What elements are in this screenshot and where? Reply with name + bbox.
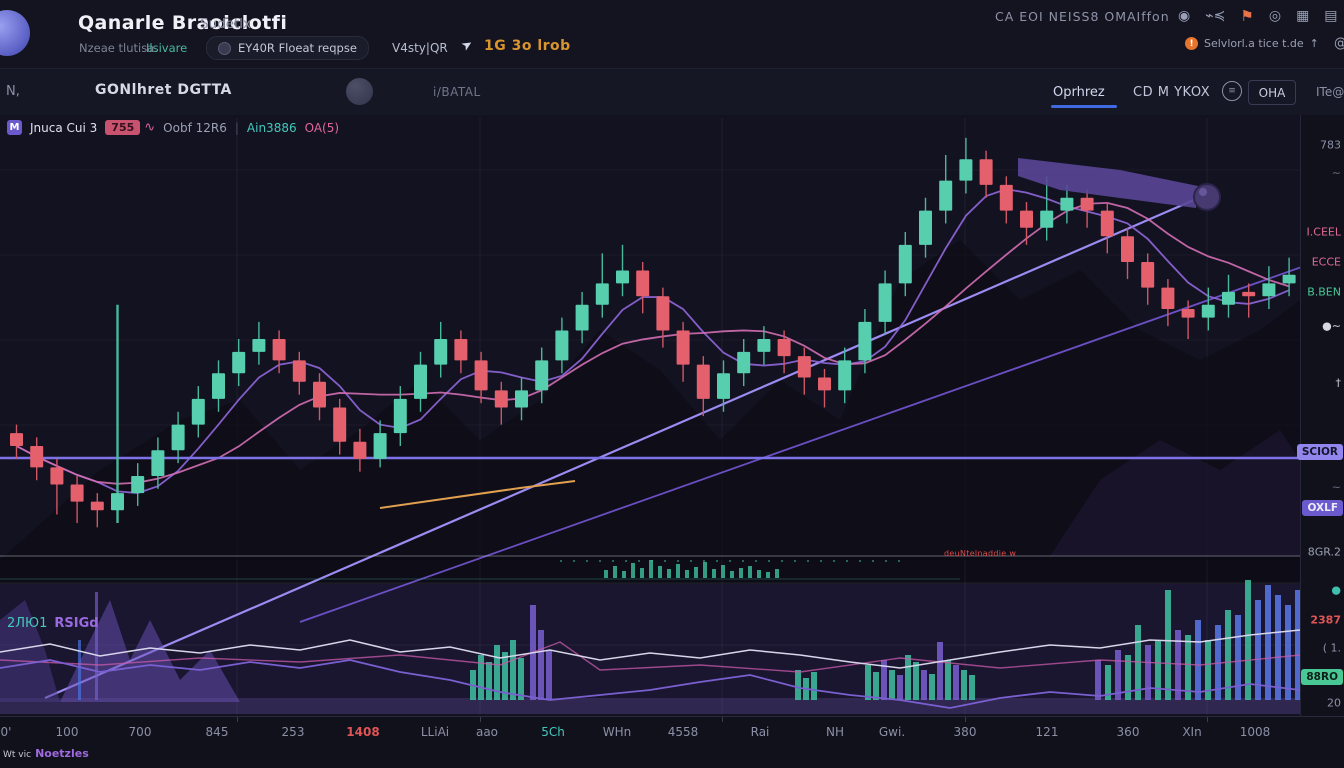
time-axis-label: NH [826, 725, 844, 739]
price-axis-label: ECCE [1311, 255, 1341, 269]
oha-button[interactable]: OHA [1248, 80, 1296, 105]
header-icon-row: ◉ ⌁≼ ⚑ ◎ ▦ ▤ ∨ [1178, 7, 1344, 25]
time-axis[interactable]: Wt vic Noetzles 0' 100 700 845 253 1408 LLiAi aa… [0, 716, 1344, 768]
time-axis-label: 0' [0, 725, 12, 739]
tab-active-underline [1051, 105, 1117, 108]
flag-icon[interactable]: ⚑ [1240, 7, 1254, 25]
app-title: Qanarle Braoiclotfi [78, 12, 288, 34]
app-title-suffix: Sudetlx [200, 16, 252, 32]
legend-indicator-teal[interactable]: Ain3886 [246, 120, 297, 135]
time-axis-label: aao [475, 725, 499, 739]
timezone-label[interactable]: Wt vic Noetzles [3, 747, 89, 760]
header-right-text: CA EOI NEISS8 OMAIffon [995, 9, 1170, 24]
oscillator-legend: 2ЛЮ1 RSIGd [7, 616, 99, 631]
chart-legend: M Jnuca Cui 3 755 ∿ Oobf 12R6 | Ain3886 … [7, 120, 339, 135]
time-axis-label: 700 [128, 725, 152, 739]
time-axis-label: XIn [1182, 725, 1202, 739]
oscillator-legend-period[interactable]: 2ЛЮ1 [7, 616, 48, 631]
legend-change-badge: 755 [105, 120, 141, 135]
price-axis-label: ● [1331, 583, 1341, 597]
time-axis-tick [722, 717, 723, 722]
time-axis-tick [237, 717, 238, 722]
time-axis-label: 253 [281, 725, 305, 739]
price-axis[interactable]: 783 ∼ I.CEEL ECCE B.BEN ●∼ † SCIOR ~ OXLF 8GR.2 ● 23… [1296, 115, 1344, 716]
time-axis-label: 4558 [667, 725, 699, 739]
price-axis-label: I.CEEL [1306, 225, 1341, 239]
chart-annotation-red: deuNtelnaddie w [944, 549, 1017, 558]
price-axis-badge: 88RO [1301, 669, 1343, 685]
price-axis-badge: OXLF [1302, 500, 1343, 516]
price-axis-label: 783 [1320, 138, 1341, 152]
app-header: Qanarle Braoiclotfi Sudetlx Nzeae tlutis… [0, 0, 1344, 68]
time-axis-label: 100 [55, 725, 79, 739]
time-axis-label: 845 [205, 725, 229, 739]
up-arrow-icon: ↑ [1309, 37, 1319, 50]
chart-toolbar: N, GONlhret DGTTA i/BATAL Oprhrez CD M Y… [0, 68, 1344, 117]
price-axis-label: ●∼ [1322, 319, 1341, 333]
time-axis-label: 380 [953, 725, 977, 739]
menu-circle-icon[interactable]: ≡ [1222, 81, 1242, 101]
avatar[interactable] [346, 78, 373, 105]
view-mode-label[interactable]: V4sty|QR [392, 41, 448, 55]
legend-ohlc-info: Oobf 12R6 [163, 120, 227, 135]
header-status-text: Selvlorl.a tice t.de [1204, 37, 1304, 50]
time-axis-label: 1008 [1239, 725, 1271, 739]
time-axis-tick [480, 717, 481, 722]
oscillator-legend-name[interactable]: RSIGd [54, 616, 99, 631]
legend-sparkline-icon: ∿ [144, 120, 156, 135]
time-axis-label: LLiAi [420, 725, 450, 739]
ticker-pill[interactable]: EY40R Floeat reqpse [206, 36, 369, 60]
pin-icon[interactable]: ◎ [1268, 8, 1282, 24]
time-axis-label: Gwi. [878, 725, 906, 739]
price-axis-label: ( 1. [1322, 641, 1341, 655]
price-axis-label: 2387 [1310, 613, 1341, 627]
price-axis-label: ~ [1331, 480, 1341, 494]
legend-separator: | [234, 120, 239, 135]
ticker-dot-icon [218, 41, 231, 55]
price-axis-spacer [1300, 0, 1344, 115]
globe-icon[interactable]: ◉ [1178, 8, 1191, 24]
legend-indicator-pink[interactable]: OA(5) [304, 120, 340, 135]
market-label[interactable]: GONlhret DGTTA [95, 82, 232, 98]
toolbar-sub-label: i/BATAL [433, 85, 481, 99]
clock-icon[interactable]: ▤ [1324, 8, 1338, 24]
symbol-logo-icon: M [7, 120, 22, 135]
time-axis-label: Rai [750, 725, 770, 739]
price-highlight-label: 1G 3o lrob [484, 38, 571, 54]
time-axis-label: 1408 [346, 725, 380, 739]
app-subtitle-accent: Ilsivare [146, 41, 188, 55]
legend-symbol[interactable]: Jnuca Cui 3 [30, 120, 98, 135]
time-axis-label: 5Ch [541, 725, 565, 739]
time-axis-label: 121 [1035, 725, 1059, 739]
price-axis-label: B.BEN [1307, 285, 1341, 299]
time-axis-label: WHn [602, 725, 632, 739]
time-axis-label: 360 [1116, 725, 1140, 739]
price-axis-label: † [1335, 376, 1342, 390]
price-axis-label: 20 [1327, 696, 1341, 710]
toolbar-edge-label[interactable]: ITe@ [1316, 85, 1344, 99]
time-axis-tick [1207, 717, 1208, 722]
alert-badge-icon[interactable]: ! [1185, 37, 1198, 50]
ticker-pill-label: EY40R Floeat reqpse [238, 41, 357, 55]
toolbar-left-icon[interactable]: N, [6, 84, 20, 99]
link-icon[interactable]: ⌁≼ [1205, 8, 1226, 24]
app-subtitle: Nzeae tlutisa. [79, 41, 158, 55]
tab-secondary[interactable]: CD M YKOX [1133, 85, 1211, 100]
tab-active[interactable]: Oprhrez [1053, 85, 1105, 100]
header-at-icon[interactable]: @ [1334, 36, 1344, 51]
price-axis-label: ∼ [1331, 166, 1341, 180]
price-axis-badge: SCIOR [1296, 444, 1343, 460]
time-axis-tick [965, 717, 966, 722]
calendar-icon[interactable]: ▦ [1296, 8, 1310, 24]
header-status-row: ! Selvlorl.a tice t.de ↑ [1185, 37, 1319, 50]
price-axis-label: 8GR.2 [1307, 545, 1341, 559]
